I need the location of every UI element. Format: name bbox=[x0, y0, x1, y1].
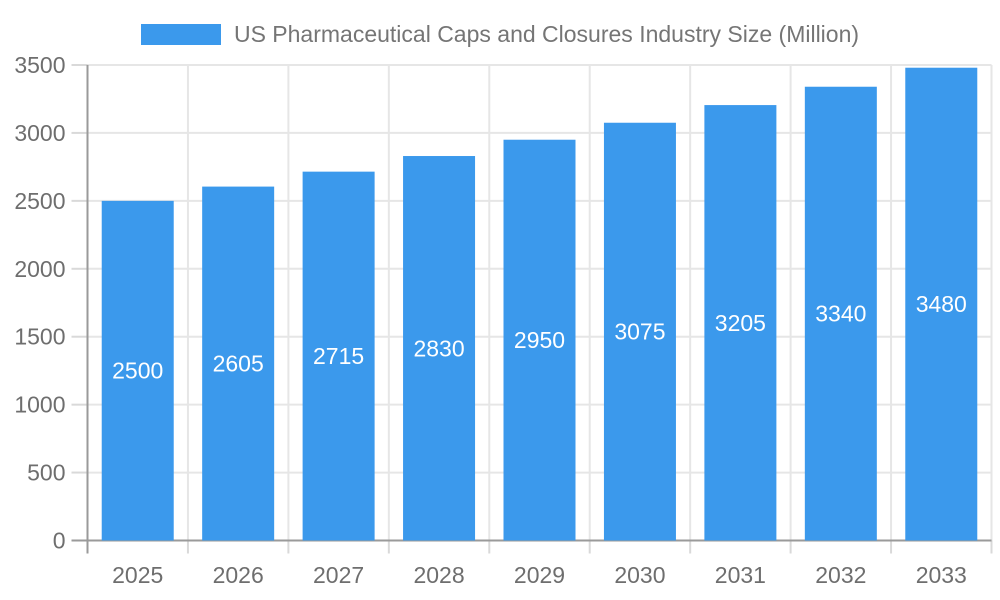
x-tick-label: 2032 bbox=[815, 562, 866, 588]
bar[interactable] bbox=[101, 200, 174, 541]
bar-value-label: 3340 bbox=[815, 301, 866, 327]
x-tick-label: 2028 bbox=[413, 562, 464, 588]
y-tick-label: 500 bbox=[27, 460, 65, 486]
y-tick-label: 2500 bbox=[14, 188, 65, 214]
legend-swatch-icon bbox=[140, 24, 221, 45]
bar-value-label: 2950 bbox=[514, 327, 565, 353]
y-tick-label: 1000 bbox=[14, 392, 65, 418]
x-tick-label: 2026 bbox=[213, 562, 264, 588]
x-tick-label: 2030 bbox=[614, 562, 665, 588]
legend[interactable]: US Pharmaceutical Caps and Closures Indu… bbox=[0, 21, 1000, 48]
bar-value-label: 2605 bbox=[213, 351, 264, 377]
bar-value-label: 2830 bbox=[413, 335, 464, 361]
bar[interactable] bbox=[804, 86, 877, 541]
bar[interactable] bbox=[704, 105, 777, 541]
y-tick-label: 1500 bbox=[14, 324, 65, 350]
x-tick-label: 2027 bbox=[313, 562, 364, 588]
bar[interactable] bbox=[603, 122, 676, 541]
x-tick-label: 2029 bbox=[514, 562, 565, 588]
bar-value-label: 3205 bbox=[715, 310, 766, 336]
x-tick-label: 2025 bbox=[112, 562, 163, 588]
bar[interactable] bbox=[503, 139, 576, 541]
y-tick-label: 2000 bbox=[14, 256, 65, 282]
legend-label: US Pharmaceutical Caps and Closures Indu… bbox=[233, 21, 860, 47]
bar[interactable] bbox=[905, 67, 978, 541]
x-tick-label: 2031 bbox=[715, 562, 766, 588]
bar[interactable] bbox=[302, 171, 375, 541]
bar-value-label: 3480 bbox=[916, 291, 967, 317]
bar[interactable] bbox=[403, 156, 476, 541]
bar[interactable] bbox=[202, 186, 275, 541]
bar-value-label: 3075 bbox=[614, 319, 665, 345]
y-tick-label: 3000 bbox=[14, 120, 65, 146]
bar-value-label: 2500 bbox=[112, 358, 163, 384]
bar-value-label: 2715 bbox=[313, 343, 364, 369]
y-tick-label: 3500 bbox=[14, 52, 65, 78]
x-tick-label: 2033 bbox=[916, 562, 967, 588]
y-tick-label: 0 bbox=[53, 528, 66, 554]
